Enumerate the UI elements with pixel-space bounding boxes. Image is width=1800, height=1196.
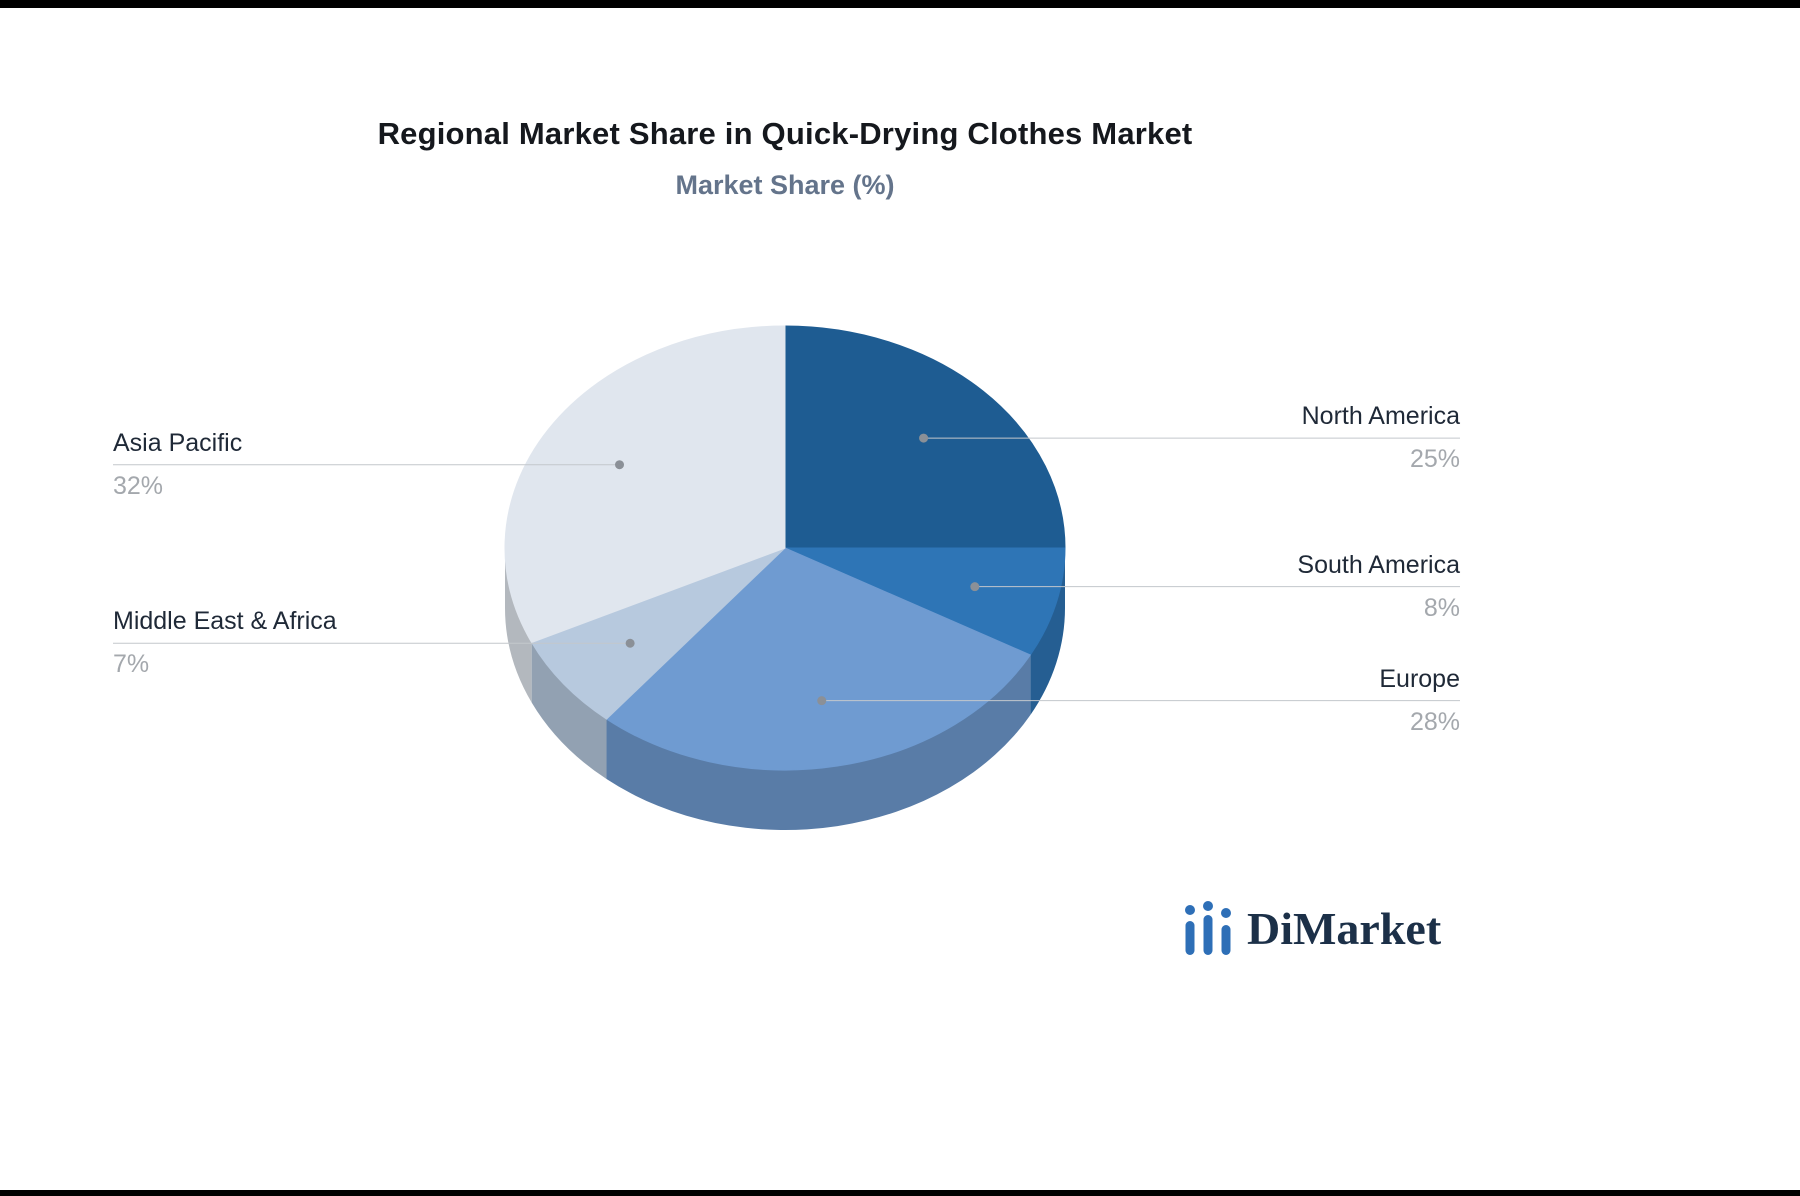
chart-subtitle: Market Share (%) <box>675 170 895 200</box>
pie-side-middle-east-africa <box>531 642 607 780</box>
leader-dot-middle-east-africa <box>625 638 635 648</box>
pie-side-europe <box>606 654 1031 831</box>
pie-slice-europe <box>605 547 1032 771</box>
leader-dot-south-america <box>970 582 980 592</box>
top-border <box>0 0 1800 8</box>
leader-dot-north-america <box>919 433 929 443</box>
leader-dot-asia-pacific <box>615 460 625 470</box>
pie-slice-middle-east-africa <box>530 547 786 720</box>
pie-slice-asia-pacific <box>504 325 786 644</box>
chart-title: Regional Market Share in Quick-Drying Cl… <box>377 116 1193 151</box>
pie-slice-south-america <box>784 547 1066 656</box>
chart-header: Regional Market Share in Quick-Drying Cl… <box>0 116 1570 201</box>
bottom-border <box>0 1190 1800 1196</box>
brand-name: DiMarket <box>1247 903 1442 954</box>
pie-side-asia-pacific <box>505 548 532 703</box>
pie-side-south-america <box>1030 548 1065 715</box>
brand-logo: DiMarket <box>1183 901 1441 957</box>
bar-chart-icon <box>1185 901 1231 955</box>
leader-dot-europe <box>817 696 827 706</box>
